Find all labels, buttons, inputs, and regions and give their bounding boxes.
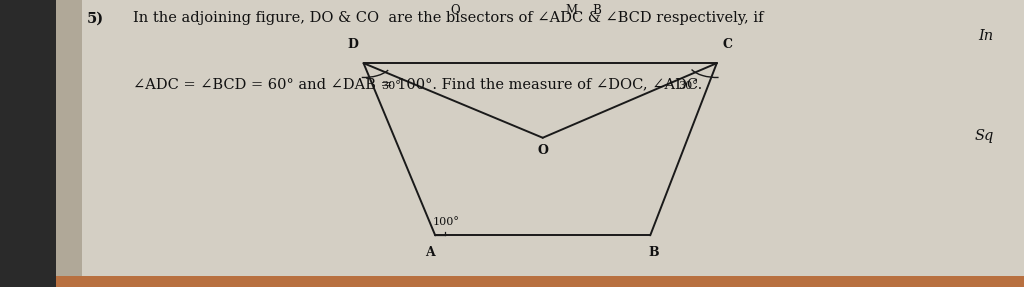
Text: D: D bbox=[348, 38, 358, 51]
Text: In the adjoining figure, DO & CO  are the bisectors of ∠ADC & ∠BCD respectively,: In the adjoining figure, DO & CO are the… bbox=[133, 11, 764, 26]
Text: 30°: 30° bbox=[381, 81, 401, 91]
Text: Sq: Sq bbox=[975, 129, 994, 143]
Text: O: O bbox=[538, 144, 548, 157]
Bar bbox=[0, 0, 56, 287]
Text: 100°: 100° bbox=[433, 218, 460, 227]
Text: M    B: M B bbox=[565, 4, 602, 17]
Text: O: O bbox=[451, 4, 461, 17]
Text: B: B bbox=[648, 246, 658, 259]
Text: C: C bbox=[722, 38, 732, 51]
Bar bbox=[56, 276, 1024, 287]
Bar bbox=[56, 0, 82, 287]
Text: A: A bbox=[425, 246, 435, 259]
Text: ∠ADC = ∠BCD = 60° and ∠DAB = 100°. Find the measure of ∠DOC, ∠ADC.: ∠ADC = ∠BCD = 60° and ∠DAB = 100°. Find … bbox=[133, 77, 702, 92]
Text: In: In bbox=[978, 29, 993, 43]
Text: 30°: 30° bbox=[678, 81, 698, 91]
Text: 5): 5) bbox=[87, 11, 104, 26]
